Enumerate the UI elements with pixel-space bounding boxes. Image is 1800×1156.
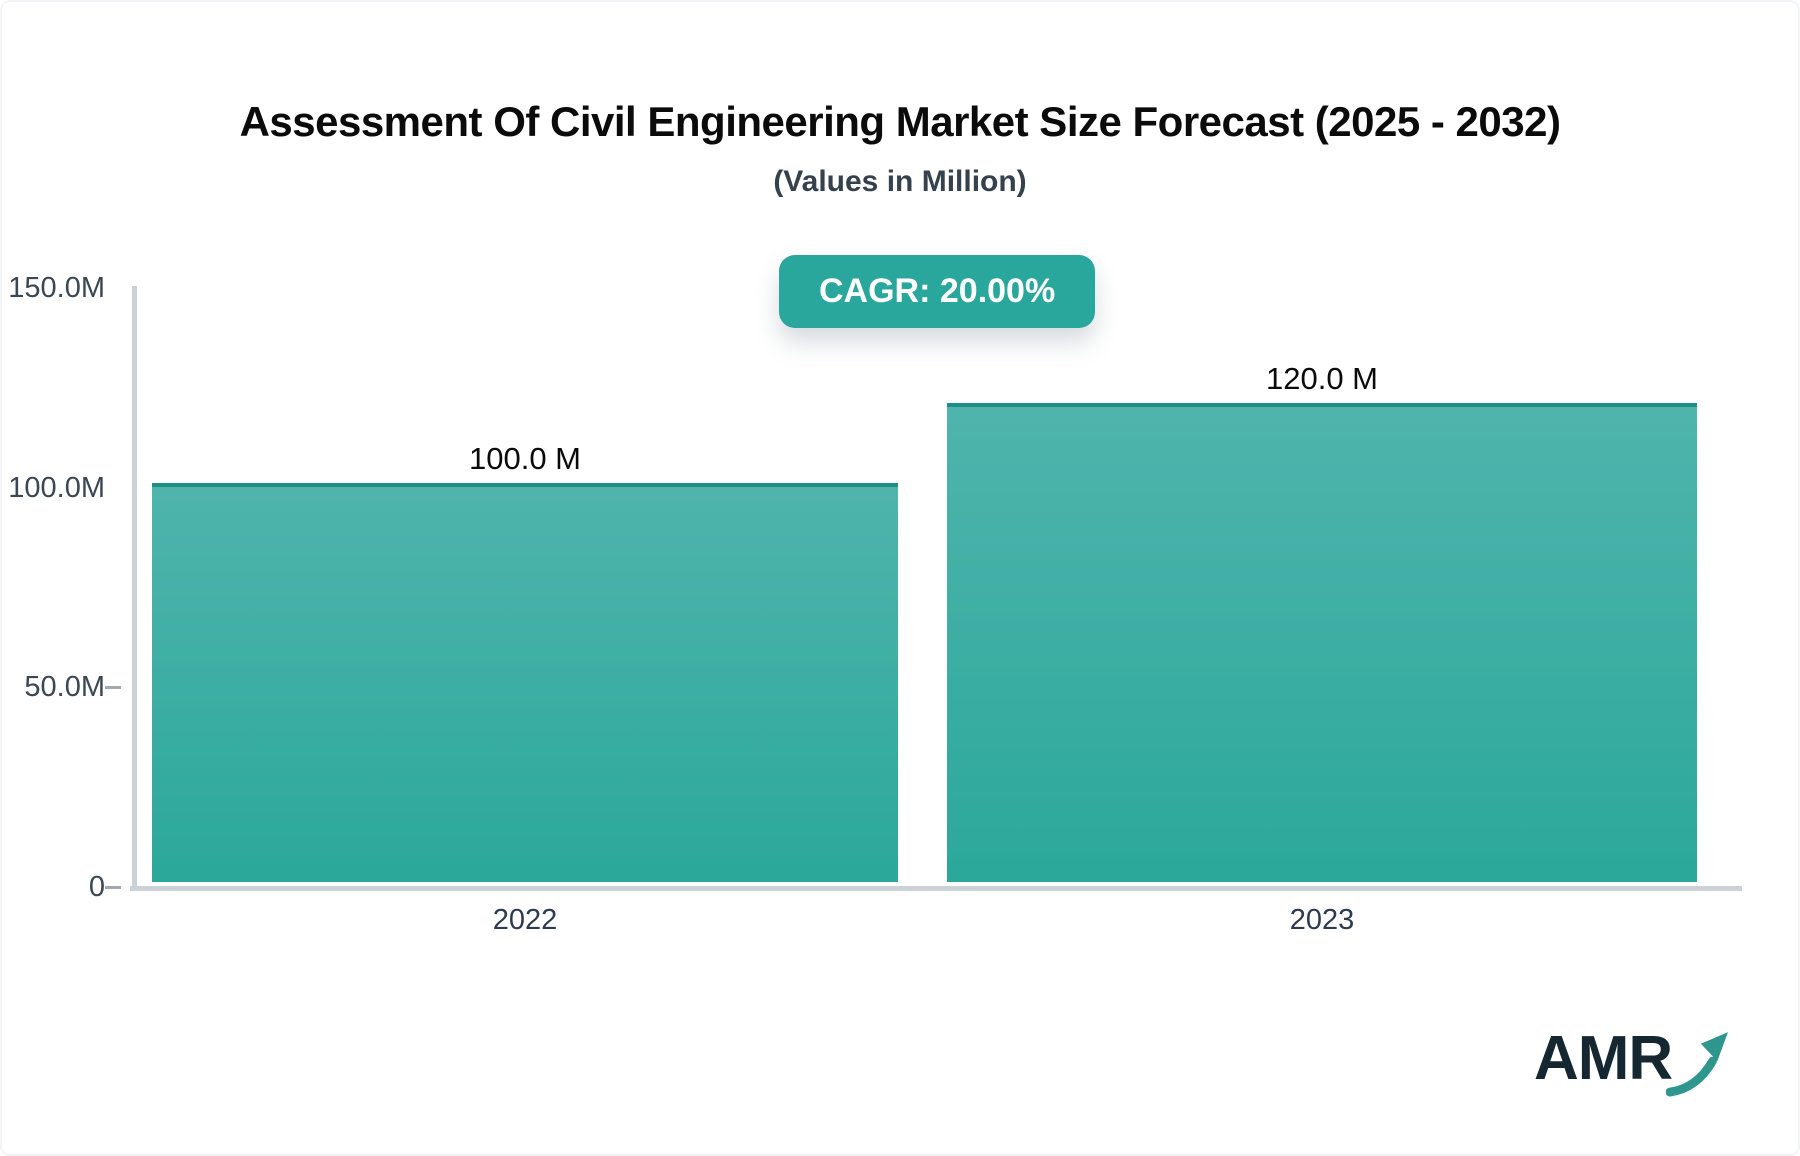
bar-value-label: 100.0 M (468, 441, 581, 476)
bar-2022 (152, 483, 898, 882)
cagr-badge: CAGR: 20.00% (779, 255, 1096, 328)
page-subtitle: (Values in Million) (773, 165, 1027, 198)
y-tick-label: 0 (88, 871, 105, 903)
trend-up-arrow-icon (1666, 1032, 1729, 1097)
bar-value-label: 120.0 M (1265, 361, 1378, 396)
y-tick-label: 50.0M (24, 671, 105, 703)
x-tick-label: 2022 (492, 904, 558, 936)
y-tick-label: 100.0M (8, 472, 105, 504)
page-title: Assessment Of Civil Engineering Market S… (239, 98, 1561, 145)
y-tick-label: 150.0M (8, 272, 105, 304)
bar-2023 (947, 403, 1697, 882)
y-tick-mark (105, 686, 121, 689)
amr-logo: AMR (1534, 1024, 1729, 1100)
x-axis-line (130, 886, 1742, 891)
y-tick-mark (105, 886, 121, 889)
y-axis-line (132, 286, 137, 891)
amr-logo-text: AMR (1534, 1024, 1673, 1093)
x-tick-label: 2023 (1289, 904, 1355, 936)
